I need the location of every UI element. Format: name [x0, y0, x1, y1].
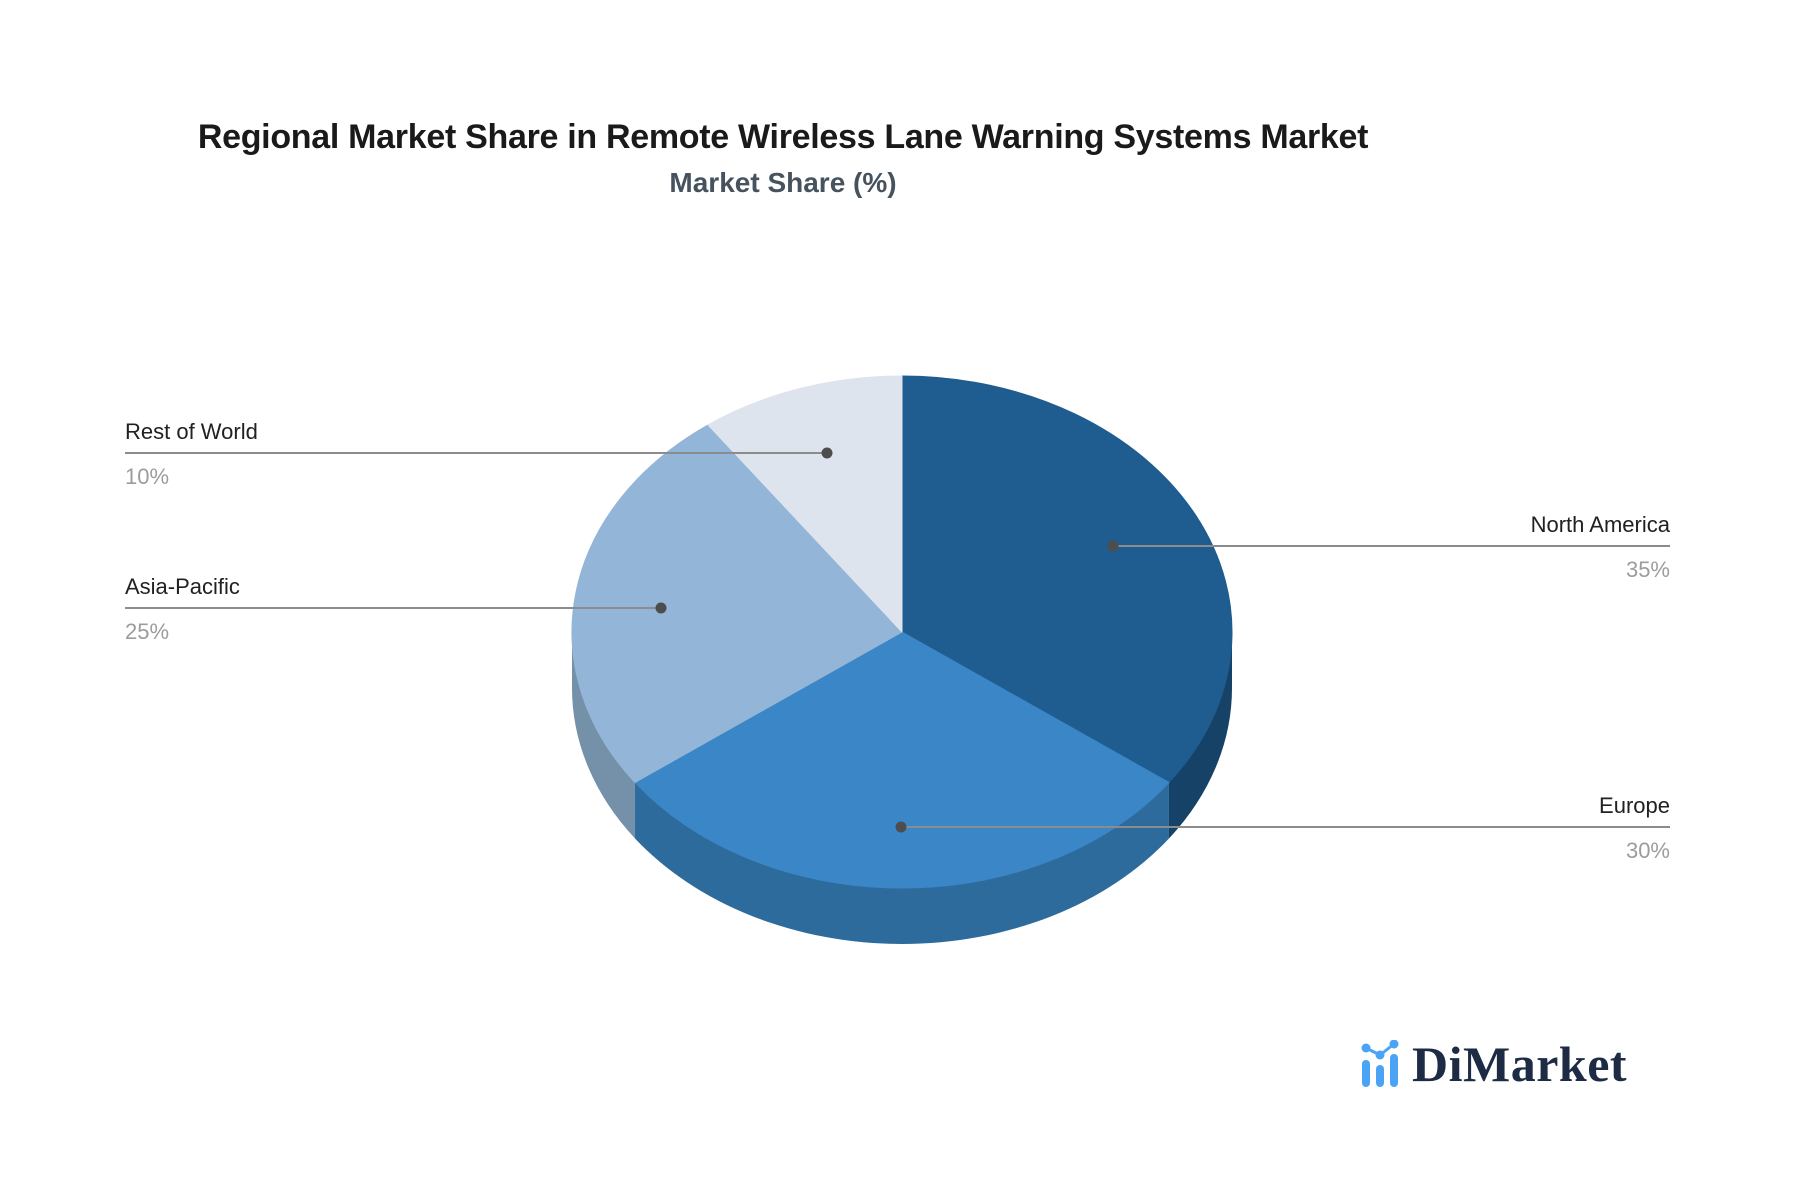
pie-slice-side: [635, 782, 1169, 944]
slice-label: Rest of World: [125, 419, 258, 444]
leader-dot: [895, 821, 907, 833]
slice-percent: 10%: [125, 464, 170, 489]
bar-line-chart-icon: [1361, 1040, 1399, 1087]
slice-percent: 30%: [1625, 838, 1670, 863]
leader-dot: [821, 447, 833, 459]
leader-dot: [655, 602, 667, 614]
callout-asia-pacific: Asia-Pacific 25%: [125, 574, 240, 644]
slice-label: Europe: [1599, 793, 1670, 818]
slice-label: North America: [1530, 512, 1670, 537]
slice-percent: 35%: [1625, 557, 1670, 582]
pie-slice-side: [572, 632, 636, 839]
leader-dot: [1107, 540, 1119, 552]
slice-label: Asia-Pacific: [125, 574, 240, 599]
slice-percent: 25%: [125, 619, 170, 644]
callout-europe: Europe 30%: [1599, 793, 1670, 863]
logo-text: DiMarket: [1412, 1036, 1628, 1092]
pie-slice-side: [1168, 632, 1232, 839]
pie-slice-asia-pacific[interactable]: [571, 424, 903, 783]
chart-title: Regional Market Share in Remote Wireless…: [197, 118, 1369, 156]
callout-rest-of-world: Rest of World 10%: [125, 419, 258, 489]
pie-slice-europe[interactable]: [634, 631, 1170, 889]
pie-slice-rest-of-world[interactable]: [707, 375, 903, 633]
logo: DiMarket: [1360, 1038, 1627, 1090]
pie-slice-north-america[interactable]: [901, 375, 1233, 783]
callout-north-america: North America 35%: [1531, 512, 1670, 582]
chart-subtitle: Market Share (%): [669, 167, 897, 198]
